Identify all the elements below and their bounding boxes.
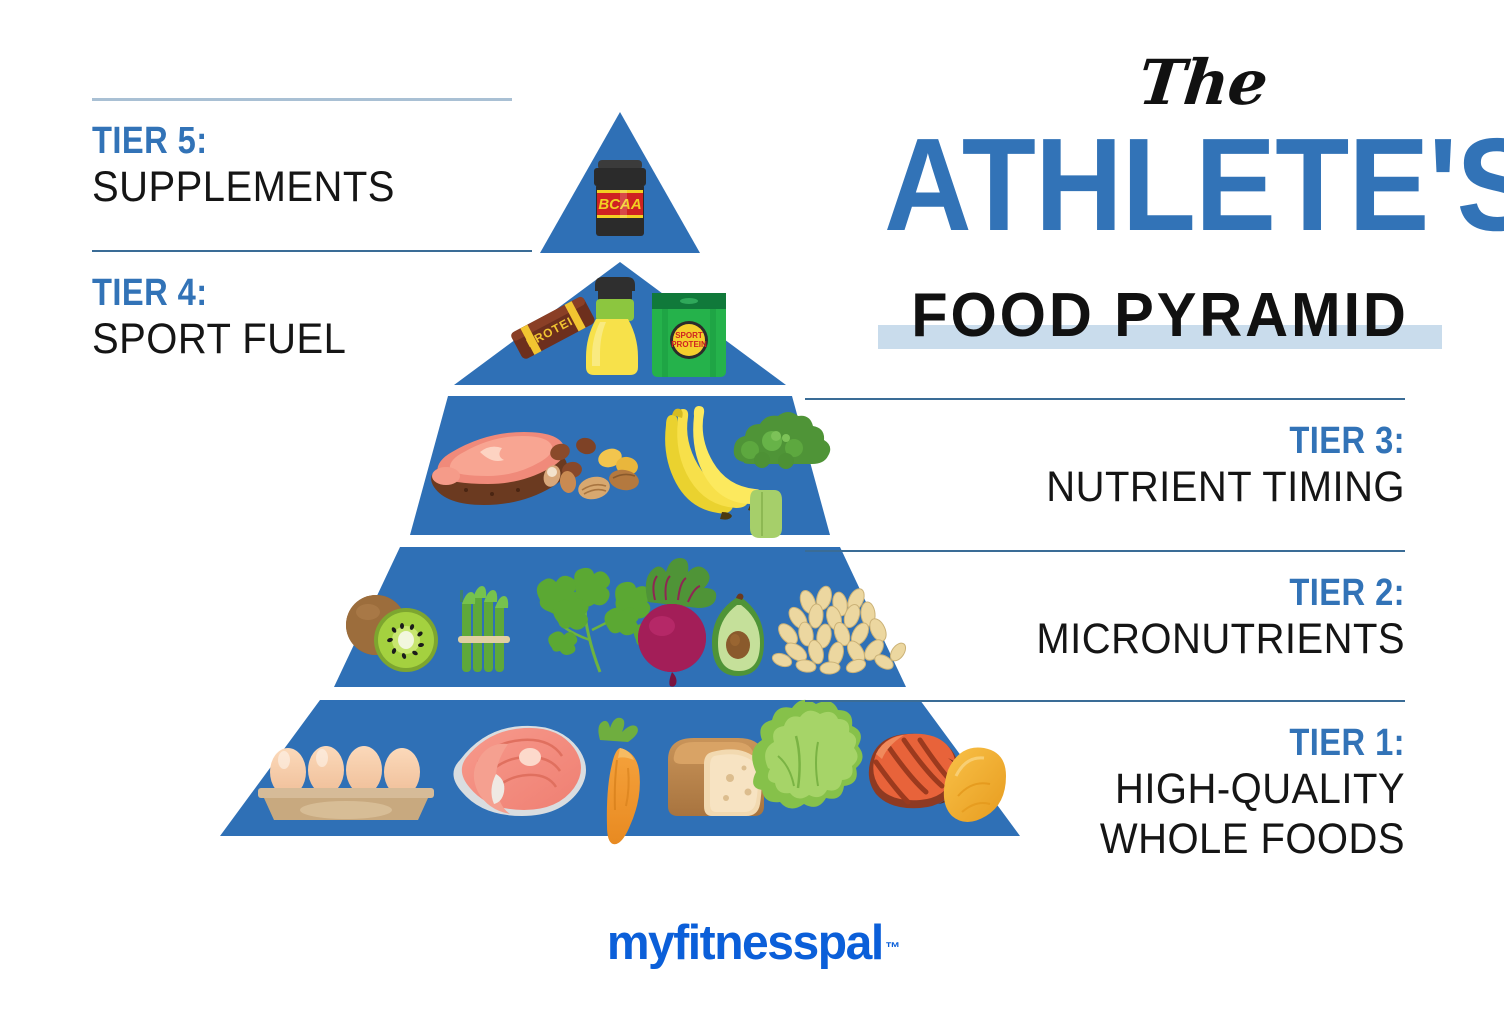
tier-1-number: TIER 1: bbox=[1289, 722, 1405, 764]
tier-label-tier-5: TIER 5: SUPPLEMENTS bbox=[92, 98, 512, 212]
brand-logo: myfitnesspal ™ bbox=[0, 915, 1504, 971]
tier-3-divider bbox=[805, 398, 1405, 400]
tier-1-divider bbox=[805, 700, 1405, 702]
food-bread-loaf bbox=[668, 738, 764, 816]
pyramid-tier-3-shape bbox=[410, 396, 830, 535]
food-kiwi-fruit bbox=[346, 595, 438, 672]
brand-logo-text: myfitnesspal bbox=[606, 916, 884, 970]
svg-text:PROTEIN: PROTEIN bbox=[671, 340, 707, 349]
food-beetroot bbox=[638, 558, 717, 687]
food-asparagus-bundle bbox=[458, 586, 510, 672]
tier-2-number: TIER 2: bbox=[1289, 572, 1405, 614]
title-sub-word: FOOD PYRAMID bbox=[911, 281, 1409, 350]
tier-5-name: SUPPLEMENTS bbox=[92, 163, 395, 211]
food-egg-carton bbox=[258, 746, 434, 820]
title-highlight-bar bbox=[878, 325, 1442, 349]
trademark-icon: ™ bbox=[885, 939, 901, 957]
tier-1-name-line-1: HIGH-QUALITY bbox=[1115, 765, 1405, 813]
tier-4-name: SPORT FUEL bbox=[92, 315, 347, 363]
title-script-word: The bbox=[1135, 46, 1271, 119]
title-main-word: ATHLETE'S bbox=[884, 111, 1504, 258]
tier-2-divider bbox=[805, 550, 1405, 552]
food-bcaa-supplement-tub: BCAA bbox=[594, 160, 646, 236]
tier-2-name: MICRONUTRIENTS bbox=[1036, 615, 1405, 663]
tier-3-number: TIER 3: bbox=[1289, 420, 1405, 462]
pyramid-tier-5-shape bbox=[540, 112, 700, 253]
title-sub-wrap: FOOD PYRAMID bbox=[860, 281, 1460, 350]
food-sport-protein-pouch: SPORT PROTEIN bbox=[652, 293, 726, 377]
svg-text:BCAA: BCAA bbox=[598, 196, 641, 213]
tier-4-number: TIER 4: bbox=[92, 272, 208, 314]
food-bananas bbox=[665, 406, 765, 520]
food-avocado-half bbox=[712, 593, 764, 676]
tier-3-name: NUTRIENT TIMING bbox=[1046, 463, 1405, 511]
tier-label-tier-2: TIER 2: MICRONUTRIENTS bbox=[805, 550, 1405, 664]
tier-5-number: TIER 5: bbox=[92, 120, 208, 162]
food-mixed-nuts bbox=[543, 437, 639, 500]
food-salmon-steak bbox=[453, 725, 586, 816]
tier-label-tier-3: TIER 3: NUTRIENT TIMING bbox=[805, 398, 1405, 512]
tier-5-divider bbox=[92, 98, 512, 101]
food-sports-water-bottle bbox=[586, 277, 638, 375]
tier-1-name-line-2: WHOLE FOODS bbox=[1099, 815, 1405, 863]
tier-label-tier-4: TIER 4: SPORT FUEL bbox=[92, 250, 532, 364]
svg-text:PROTEIN: PROTEIN bbox=[524, 309, 584, 350]
title-block: The ATHLETE'S FOOD PYRAMID bbox=[860, 46, 1504, 350]
svg-text:SPORT: SPORT bbox=[675, 331, 703, 340]
food-carrot bbox=[598, 717, 640, 845]
tier-label-tier-1: TIER 1: HIGH-QUALITY WHOLE FOODS bbox=[805, 700, 1405, 864]
food-cilantro-herb bbox=[536, 567, 665, 673]
tier-4-divider bbox=[92, 250, 532, 252]
food-ham-steak-on-bread bbox=[431, 432, 568, 505]
